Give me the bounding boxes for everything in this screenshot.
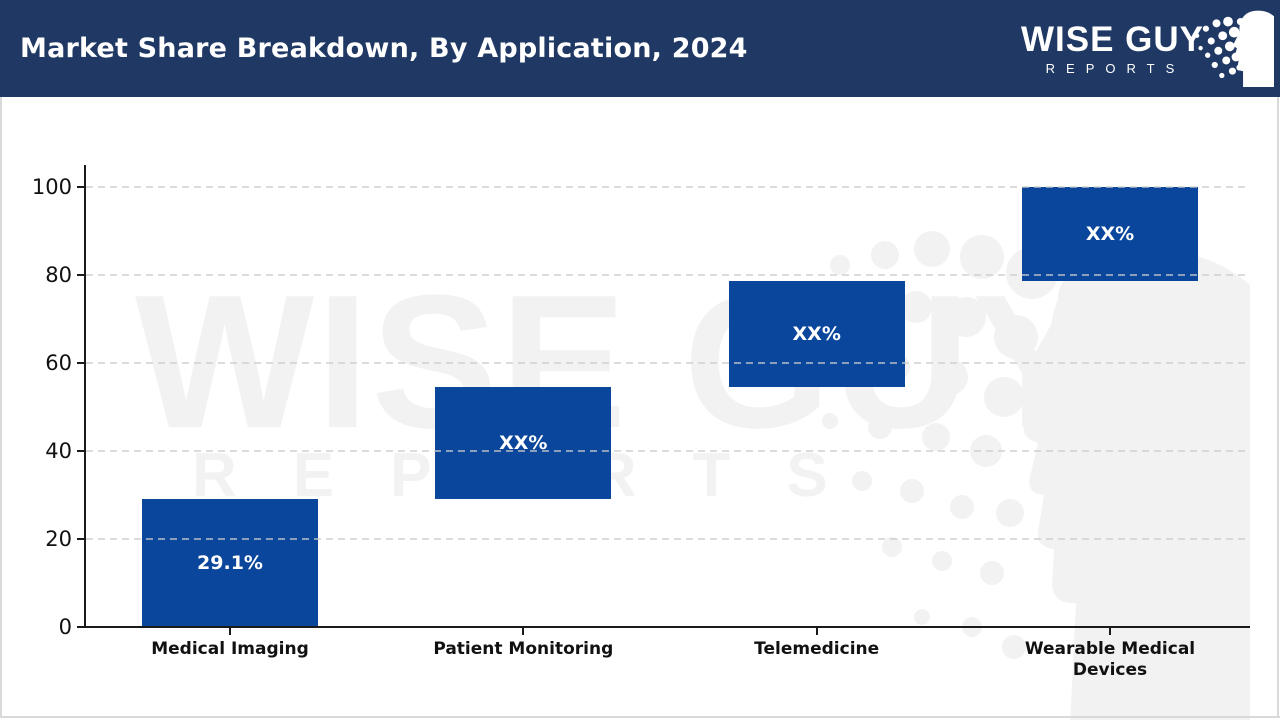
y-tick-label: 20: [45, 526, 72, 551]
bar-value-label: XX%: [792, 323, 841, 346]
x-tick-mark: [815, 628, 818, 635]
chart-area: WISE GUY REPORTS 29.1%XX%XX%X: [0, 97, 1280, 720]
y-tick-label: 80: [45, 262, 72, 287]
y-tick-mark: [77, 185, 84, 188]
y-tick-label: 60: [45, 350, 72, 375]
logo-wordmark: WISE GUY: [1020, 19, 1204, 59]
y-tick-label: 100: [31, 174, 72, 199]
y-tick-label: 0: [58, 615, 72, 639]
bar-segment: 29.1%: [142, 498, 318, 627]
bar-segment: XX%: [1022, 186, 1198, 281]
bar-segment: XX%: [435, 387, 612, 499]
y-axis-spine: [84, 165, 86, 628]
x-tick-mark: [522, 628, 525, 635]
frame-right: [1277, 97, 1279, 717]
bar-segment: XX%: [728, 280, 905, 388]
bar-value-label: XX%: [1085, 222, 1135, 245]
wiseguy-logo: WISE GUY REPORTS: [1021, 0, 1274, 97]
y-tick-mark: [77, 626, 84, 628]
y-tick-label: 40: [45, 438, 72, 463]
x-tick-mark: [1109, 628, 1111, 635]
logo-dotted-head-icon: [1194, 10, 1274, 87]
x-category-label: Medical Imaging: [151, 639, 309, 659]
bar-value-label: XX%: [499, 432, 548, 455]
bar-value-label: 29.1%: [197, 551, 263, 574]
x-category-label: Telemedicine: [754, 639, 880, 659]
y-tick-mark: [77, 273, 84, 276]
header-bar: Market Share Breakdown, By Application, …: [0, 0, 1280, 97]
x-category-label: Patient Monitoring: [433, 639, 614, 659]
frame-left: [0, 97, 2, 717]
x-category-label: Wearable Medical Devices: [1024, 639, 1196, 680]
y-tick-mark: [77, 449, 84, 452]
x-axis-spine: [84, 626, 1250, 628]
page-title: Market Share Breakdown, By Application, …: [20, 33, 748, 64]
x-tick-mark: [229, 628, 231, 635]
y-tick-mark: [77, 537, 84, 540]
logo-subtitle: REPORTS: [1045, 60, 1186, 76]
watermark-dotted-head-icon: [812, 231, 1250, 720]
y-tick-mark: [77, 361, 84, 364]
frame-bottom: [0, 716, 1280, 718]
